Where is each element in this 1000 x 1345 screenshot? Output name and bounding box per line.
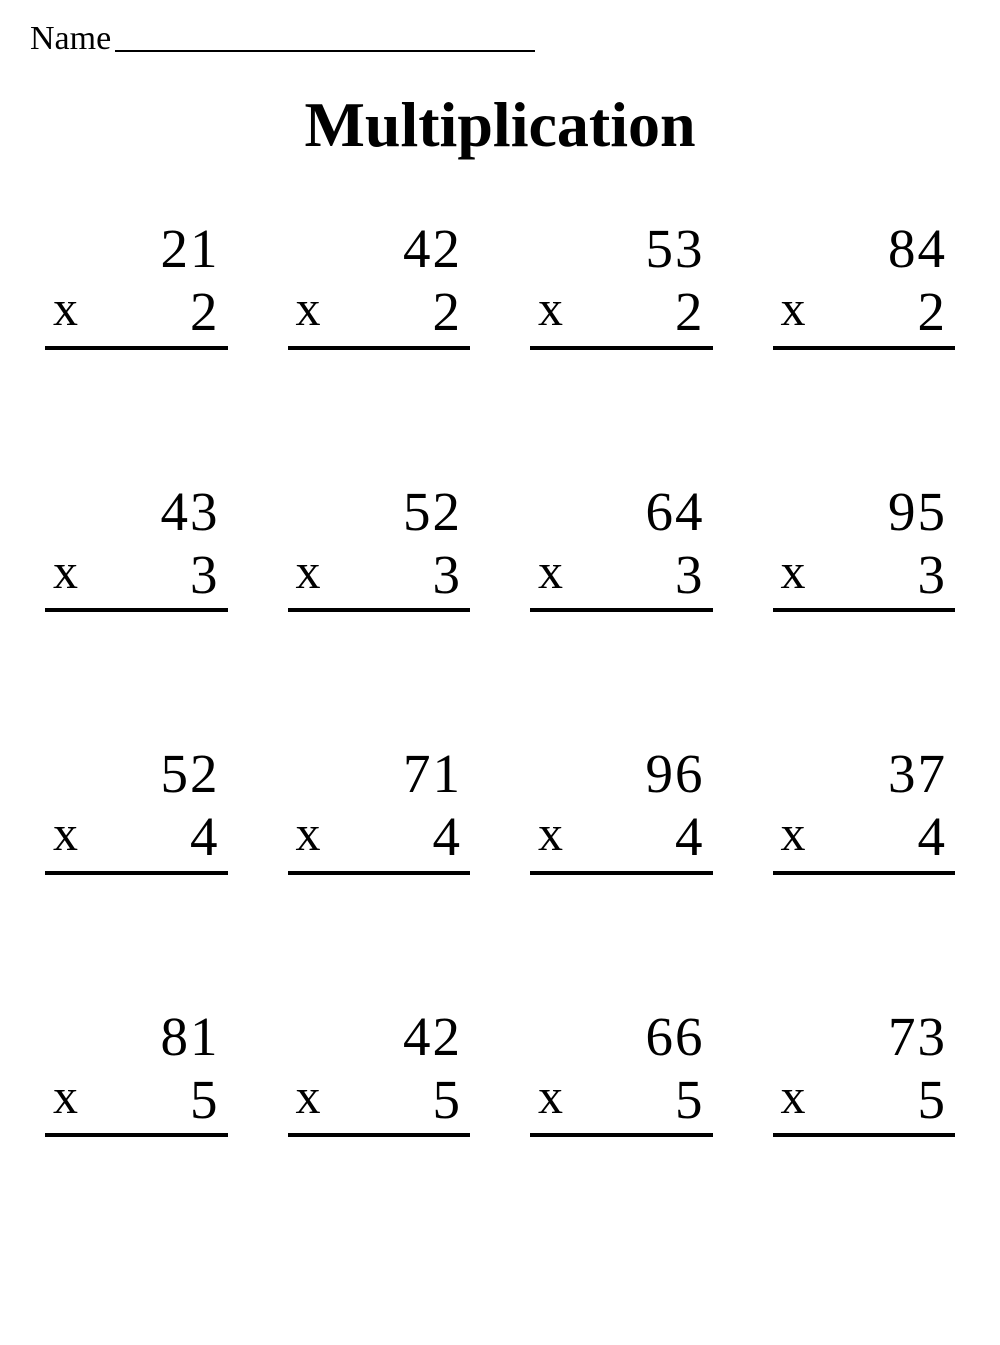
multiplicand: 66 xyxy=(646,1005,713,1068)
multiplier-row: x 4 xyxy=(45,805,228,874)
multiplication-problem: 42 x 5 xyxy=(288,1005,471,1138)
multiplication-problem: 52 x 3 xyxy=(288,480,471,613)
multiplication-problem: 84 x 2 xyxy=(773,217,956,350)
multiplier-row: x 3 xyxy=(773,543,956,612)
multiplier: 5 xyxy=(433,1068,463,1131)
multiplication-sign: x xyxy=(781,805,808,868)
multiplication-sign: x xyxy=(296,1068,323,1131)
multiplication-problem: 81 x 5 xyxy=(45,1005,228,1138)
multiplication-problem: 52 x 4 xyxy=(45,742,228,875)
multiplication-problem: 21 x 2 xyxy=(45,217,228,350)
multiplicand: 96 xyxy=(646,742,713,805)
name-blank-line[interactable] xyxy=(115,50,535,52)
name-field-row: Name xyxy=(25,20,975,58)
multiplication-sign: x xyxy=(296,805,323,868)
multiplier: 5 xyxy=(190,1068,220,1131)
multiplication-problem: 43 x 3 xyxy=(45,480,228,613)
multiplication-problem: 73 x 5 xyxy=(773,1005,956,1138)
multiplicand: 84 xyxy=(888,217,955,280)
multiplier-row: x 2 xyxy=(530,280,713,349)
multiplier-row: x 2 xyxy=(288,280,471,349)
multiplication-sign: x xyxy=(781,1068,808,1131)
multiplicand: 52 xyxy=(161,742,228,805)
multiplier-row: x 3 xyxy=(45,543,228,612)
multiplier-row: x 5 xyxy=(773,1068,956,1137)
multiplication-sign: x xyxy=(781,280,808,343)
multiplication-sign: x xyxy=(53,805,80,868)
multiplication-sign: x xyxy=(538,280,565,343)
multiplier-row: x 4 xyxy=(288,805,471,874)
multiplier: 3 xyxy=(433,543,463,606)
name-label: Name xyxy=(30,20,111,58)
multiplication-sign: x xyxy=(538,543,565,606)
multiplication-sign: x xyxy=(53,1068,80,1131)
multiplication-problem: 66 x 5 xyxy=(530,1005,713,1138)
worksheet-title: Multiplication xyxy=(25,88,975,162)
problems-grid: 21 x 2 42 x 2 53 x 2 84 x 2 43 x 3 52 xyxy=(25,217,975,1137)
multiplier-row: x 2 xyxy=(773,280,956,349)
multiplier-row: x 5 xyxy=(530,1068,713,1137)
multiplier: 3 xyxy=(918,543,948,606)
multiplier-row: x 2 xyxy=(45,280,228,349)
multiplication-sign: x xyxy=(538,1068,565,1131)
multiplication-problem: 71 x 4 xyxy=(288,742,471,875)
multiplier-row: x 5 xyxy=(45,1068,228,1137)
multiplicand: 43 xyxy=(161,480,228,543)
multiplication-sign: x xyxy=(781,543,808,606)
multiplication-problem: 95 x 3 xyxy=(773,480,956,613)
multiplication-sign: x xyxy=(538,805,565,868)
multiplication-sign: x xyxy=(296,543,323,606)
multiplicand: 81 xyxy=(161,1005,228,1068)
multiplication-problem: 37 x 4 xyxy=(773,742,956,875)
multiplier: 5 xyxy=(918,1068,948,1131)
multiplier: 4 xyxy=(433,805,463,868)
multiplicand: 53 xyxy=(646,217,713,280)
multiplicand: 71 xyxy=(403,742,470,805)
multiplicand: 73 xyxy=(888,1005,955,1068)
multiplier-row: x 5 xyxy=(288,1068,471,1137)
multiplication-sign: x xyxy=(296,280,323,343)
multiplier-row: x 3 xyxy=(288,543,471,612)
multiplication-problem: 42 x 2 xyxy=(288,217,471,350)
multiplier: 4 xyxy=(675,805,705,868)
multiplication-problem: 64 x 3 xyxy=(530,480,713,613)
multiplication-sign: x xyxy=(53,543,80,606)
multiplicand: 42 xyxy=(403,1005,470,1068)
multiplier: 2 xyxy=(433,280,463,343)
multiplicand: 64 xyxy=(646,480,713,543)
multiplier: 4 xyxy=(918,805,948,868)
multiplier: 4 xyxy=(190,805,220,868)
multiplication-problem: 53 x 2 xyxy=(530,217,713,350)
multiplier: 5 xyxy=(675,1068,705,1131)
multiplication-problem: 96 x 4 xyxy=(530,742,713,875)
multiplication-sign: x xyxy=(53,280,80,343)
multiplier: 2 xyxy=(190,280,220,343)
multiplier: 3 xyxy=(675,543,705,606)
multiplicand: 37 xyxy=(888,742,955,805)
multiplier-row: x 4 xyxy=(530,805,713,874)
multiplicand: 95 xyxy=(888,480,955,543)
multiplicand: 42 xyxy=(403,217,470,280)
multiplier: 2 xyxy=(918,280,948,343)
multiplier-row: x 4 xyxy=(773,805,956,874)
multiplier: 2 xyxy=(675,280,705,343)
multiplier: 3 xyxy=(190,543,220,606)
multiplicand: 52 xyxy=(403,480,470,543)
multiplicand: 21 xyxy=(161,217,228,280)
multiplier-row: x 3 xyxy=(530,543,713,612)
